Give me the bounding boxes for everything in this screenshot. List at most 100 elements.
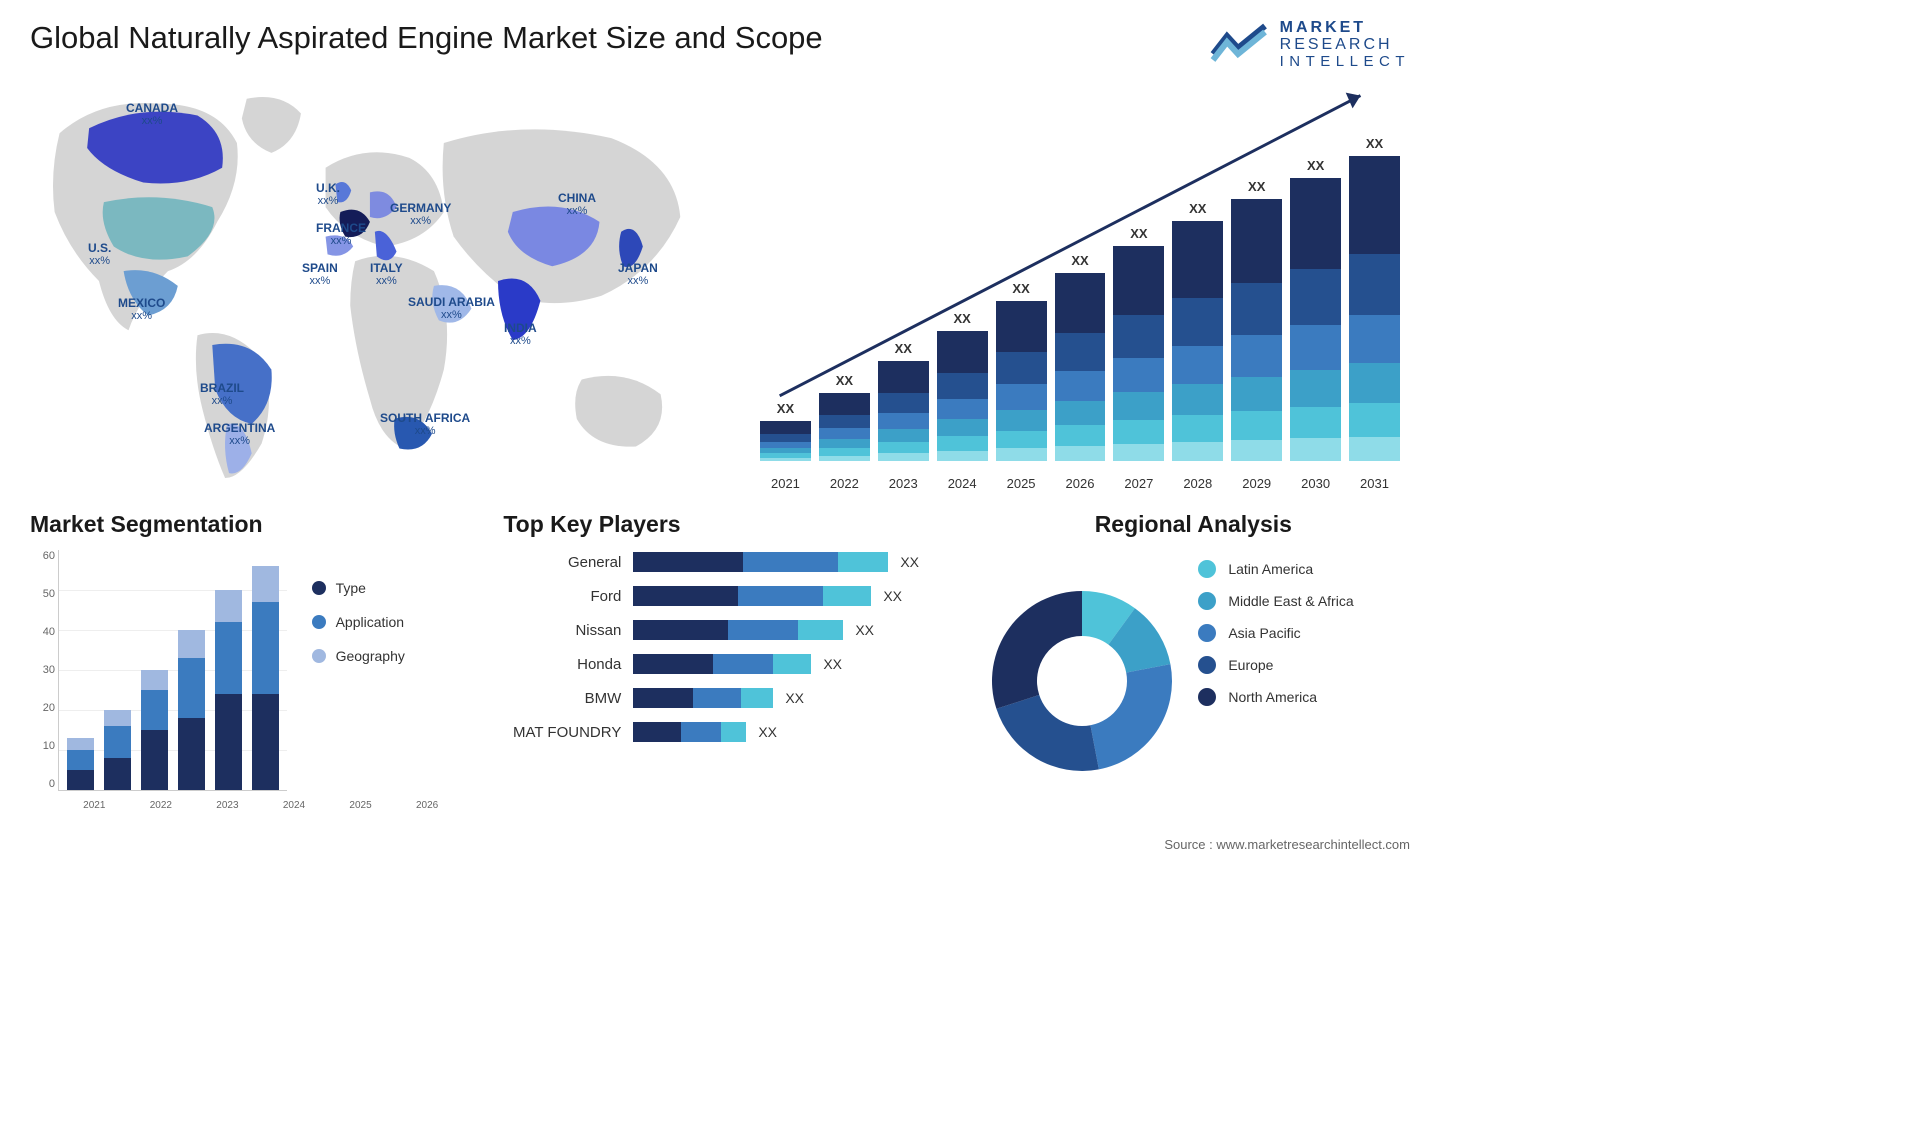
growth-bar: XX xyxy=(1231,199,1282,461)
growth-x-label: 2023 xyxy=(878,476,929,491)
legend-item: Type xyxy=(312,580,464,596)
brand-logo: MARKET RESEARCH INTELLECT xyxy=(1210,20,1410,69)
growth-x-label: 2030 xyxy=(1290,476,1341,491)
seg-bar xyxy=(178,630,205,790)
map-label: ARGENTINAxx% xyxy=(204,421,275,449)
growth-x-label: 2025 xyxy=(996,476,1047,491)
top-row: CANADAxx% U.S.xx% MEXICOxx% BRAZILxx% ARGENT… xyxy=(30,71,1410,491)
segmentation-legend: Type Application Geography xyxy=(287,550,464,811)
key-player-name: BMW xyxy=(503,690,633,707)
donut-icon xyxy=(982,581,1182,781)
key-player-bar xyxy=(633,722,746,742)
key-player-value: XX xyxy=(746,724,777,740)
key-player-row: General XX xyxy=(503,550,936,574)
key-player-row: FordXX xyxy=(503,584,936,608)
segmentation-panel: Market Segmentation 6050403020100 TypeAp… xyxy=(30,511,463,811)
growth-x-label: 2024 xyxy=(937,476,988,491)
legend-item: Europe xyxy=(1198,656,1410,674)
map-label: U.S.xx% xyxy=(88,241,111,269)
regional-legend: Latin America Middle East & Africa Asia Pa… xyxy=(1188,550,1410,811)
key-player-row: NissanXX xyxy=(503,618,936,642)
growth-bar: XX xyxy=(937,331,988,461)
map-label: MEXICOxx% xyxy=(118,296,165,324)
key-player-bar xyxy=(633,552,888,572)
key-player-value: XX xyxy=(811,656,842,672)
key-player-name: Ford xyxy=(503,588,633,605)
growth-bar: XX xyxy=(878,361,929,461)
key-player-name: General xyxy=(503,554,633,571)
growth-x-label: 2028 xyxy=(1172,476,1223,491)
growth-x-label: 2022 xyxy=(819,476,870,491)
growth-bar-label: XX xyxy=(1349,136,1400,151)
legend-item: North America xyxy=(1198,688,1410,706)
world-map-panel: CANADAxx% U.S.xx% MEXICOxx% BRAZILxx% ARGENT… xyxy=(30,71,700,491)
growth-bar: XX xyxy=(1290,178,1341,461)
growth-bar-label: XX xyxy=(1231,179,1282,194)
key-player-bar xyxy=(633,688,773,708)
growth-bar-label: XX xyxy=(819,373,870,388)
growth-bar-label: XX xyxy=(937,311,988,326)
map-label: U.K.xx% xyxy=(316,181,340,209)
growth-x-label: 2021 xyxy=(760,476,811,491)
key-player-name: Honda xyxy=(503,656,633,673)
legend-item: Asia Pacific xyxy=(1198,624,1410,642)
growth-bar-label: XX xyxy=(1290,158,1341,173)
key-players-title: Top Key Players xyxy=(503,511,936,538)
key-player-row: MAT FOUNDRY XX xyxy=(503,720,936,744)
seg-bar xyxy=(67,738,94,790)
key-player-row: BMW XX xyxy=(503,686,936,710)
map-label: INDIAxx% xyxy=(504,321,537,349)
legend-item: Middle East & Africa xyxy=(1198,592,1410,610)
key-player-value: XX xyxy=(773,690,804,706)
map-label: GERMANYxx% xyxy=(390,201,451,229)
regional-panel: Regional Analysis Latin America Middle Ea… xyxy=(977,511,1410,811)
seg-bar xyxy=(141,670,168,790)
key-player-value: XX xyxy=(843,622,874,638)
logo-text: MARKET RESEARCH INTELLECT xyxy=(1280,20,1410,69)
map-label: BRAZILxx% xyxy=(200,381,244,409)
bottom-row: Market Segmentation 6050403020100 TypeAp… xyxy=(30,511,1410,811)
seg-bar xyxy=(252,566,279,790)
growth-bar: XX xyxy=(1055,273,1106,461)
seg-bar xyxy=(104,710,131,790)
growth-bar-label: XX xyxy=(1172,201,1223,216)
segmentation-title: Market Segmentation xyxy=(30,511,463,538)
key-players-panel: Top Key Players GeneralXXFordXXNissanXXH… xyxy=(503,511,936,811)
map-label: SAUDI ARABIAxx% xyxy=(408,295,495,323)
growth-x-label: 2031 xyxy=(1349,476,1400,491)
growth-bar: XX xyxy=(760,421,811,461)
growth-bar: XX xyxy=(996,301,1047,461)
donut-slice xyxy=(992,591,1082,709)
key-player-bar xyxy=(633,586,871,606)
growth-chart: XXXXXXXXXXXXXXXXXXXXXX 20212022202320242… xyxy=(740,71,1410,491)
growth-bar: XX xyxy=(1349,156,1400,461)
key-player-name: MAT FOUNDRY xyxy=(503,724,633,741)
growth-x-label: 2029 xyxy=(1231,476,1282,491)
key-player-bar xyxy=(633,620,843,640)
legend-item: Geography xyxy=(312,648,464,664)
regional-chart: Latin America Middle East & Africa Asia Pa… xyxy=(977,550,1410,811)
growth-bar: XX xyxy=(1113,246,1164,461)
growth-x-label: 2027 xyxy=(1113,476,1164,491)
growth-bar: XX xyxy=(1172,221,1223,461)
growth-x-label: 2026 xyxy=(1055,476,1106,491)
source-attribution: Source : www.marketresearchintellect.com xyxy=(1164,837,1410,852)
map-label: CANADAxx% xyxy=(126,101,178,129)
world-map-icon xyxy=(30,71,700,491)
page-title: Global Naturally Aspirated Engine Market… xyxy=(30,20,1410,56)
key-players-chart: GeneralXXFordXXNissanXXHondaXXBMWXXMAT F… xyxy=(503,550,936,811)
regional-title: Regional Analysis xyxy=(977,511,1410,538)
map-label: SPAINxx% xyxy=(302,261,338,289)
segmentation-chart: 6050403020100 TypeApplicationGeography 2… xyxy=(30,550,463,811)
legend-item: Latin America xyxy=(1198,560,1410,578)
key-player-value: XX xyxy=(888,554,919,570)
key-player-bar xyxy=(633,654,811,674)
donut-slice xyxy=(997,694,1099,770)
map-label: SOUTH AFRICAxx% xyxy=(380,411,470,439)
growth-bar-label: XX xyxy=(760,401,811,416)
seg-bar xyxy=(215,590,242,790)
growth-bar-label: XX xyxy=(996,281,1047,296)
growth-bar-label: XX xyxy=(1055,253,1106,268)
legend-item: Application xyxy=(312,614,464,630)
map-label: CHINAxx% xyxy=(558,191,596,219)
